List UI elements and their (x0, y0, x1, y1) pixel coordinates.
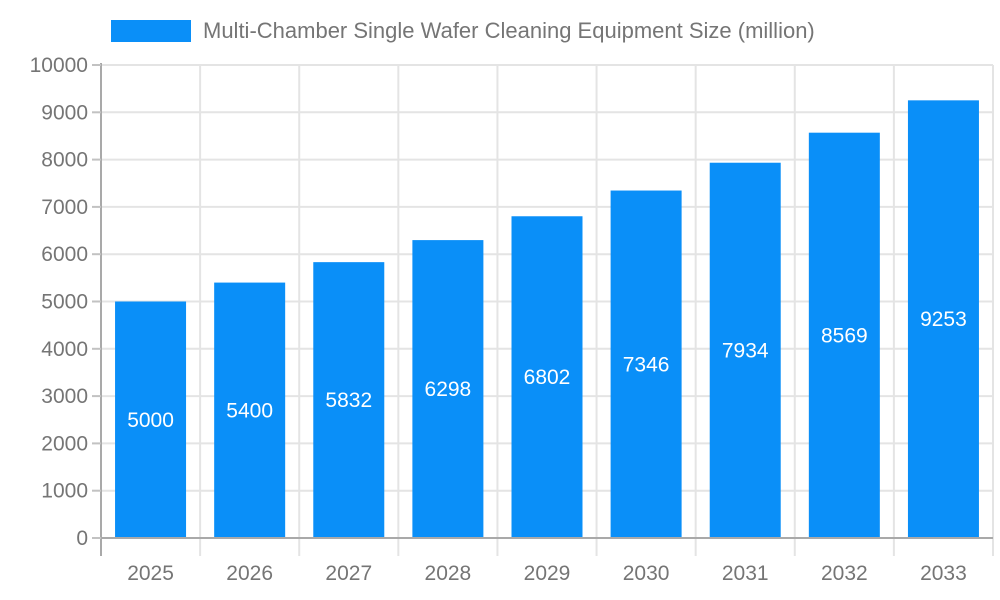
y-tick-label: 1000 (41, 480, 88, 503)
bar-value-label: 8569 (821, 324, 868, 347)
bar-value-label: 7934 (722, 339, 769, 362)
y-tick-label: 8000 (41, 149, 88, 172)
bar-2025 (115, 301, 187, 538)
y-tick-label: 5000 (41, 291, 88, 314)
bar-value-label: 6298 (425, 378, 472, 401)
x-tick-label: 2027 (325, 562, 372, 585)
legend-label: Multi-Chamber Single Wafer Cleaning Equi… (203, 18, 815, 43)
bar-value-label: 5832 (325, 389, 372, 412)
x-tick-label: 2030 (623, 562, 670, 585)
bar-2026 (214, 282, 286, 538)
bar-2028 (412, 240, 484, 538)
bar-value-label: 9253 (920, 308, 967, 331)
y-tick-label: 0 (76, 527, 88, 550)
y-tick-label: 3000 (41, 385, 88, 408)
bar-2033 (907, 100, 979, 538)
bar-2031 (709, 162, 781, 538)
x-tick-label: 2033 (920, 562, 967, 585)
x-tick-label: 2029 (524, 562, 571, 585)
bar-value-label: 7346 (623, 353, 670, 376)
bar-2032 (808, 132, 880, 539)
x-tick-label: 2026 (226, 562, 273, 585)
x-tick-label: 2032 (821, 562, 868, 585)
bar-value-label: 5400 (226, 399, 273, 422)
bar-2029 (511, 216, 583, 539)
y-tick-label: 10000 (30, 54, 88, 77)
y-tick-label: 2000 (41, 432, 88, 455)
legend-swatch (111, 20, 191, 42)
y-tick-label: 9000 (41, 101, 88, 124)
bar-2030 (610, 190, 682, 539)
y-tick-label: 6000 (41, 243, 88, 266)
x-tick-label: 2025 (127, 562, 174, 585)
x-tick-label: 2031 (722, 562, 769, 585)
x-tick-label: 2028 (425, 562, 472, 585)
y-tick-label: 4000 (41, 338, 88, 361)
y-tick-label: 7000 (41, 196, 88, 219)
bar-value-label: 6802 (524, 366, 571, 389)
chart-legend[interactable]: Multi-Chamber Single Wafer Cleaning Equi… (111, 19, 815, 43)
bar-2027 (313, 262, 385, 538)
bar-value-label: 5000 (127, 409, 174, 432)
